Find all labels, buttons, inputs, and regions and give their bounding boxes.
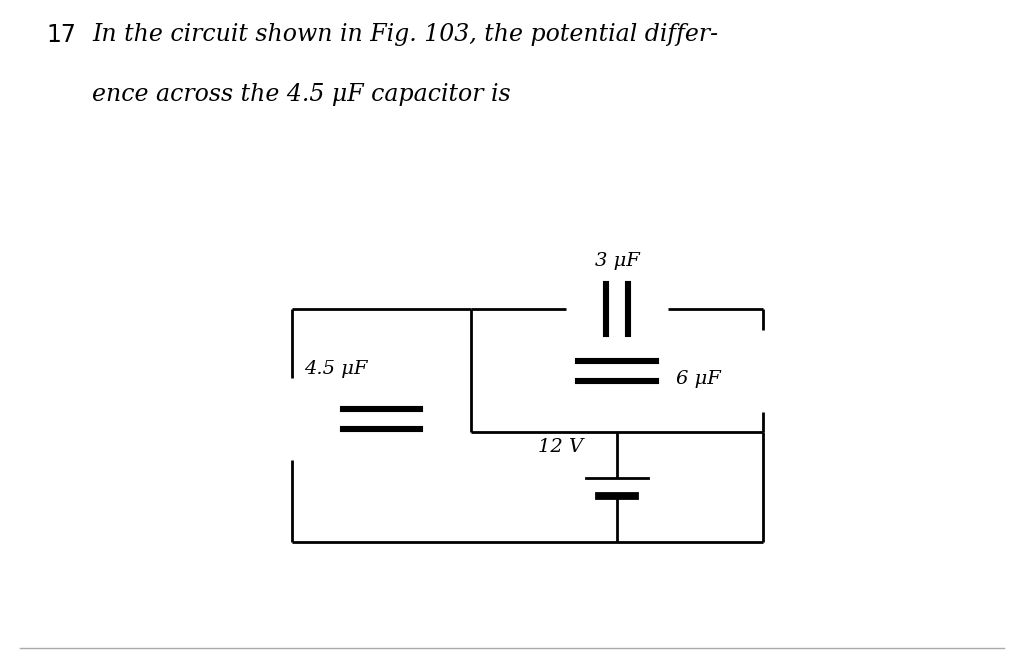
Text: 6 μF: 6 μF xyxy=(677,370,721,388)
Text: In the circuit shown in Fig. 103, the potential differ-: In the circuit shown in Fig. 103, the po… xyxy=(92,23,718,47)
Text: ence across the 4.5 μF capacitor is: ence across the 4.5 μF capacitor is xyxy=(92,83,511,106)
Text: 17: 17 xyxy=(46,23,76,47)
Text: 4.5 μF: 4.5 μF xyxy=(304,360,367,378)
Text: 3 μF: 3 μF xyxy=(595,252,639,271)
Text: 12 V: 12 V xyxy=(538,438,584,456)
